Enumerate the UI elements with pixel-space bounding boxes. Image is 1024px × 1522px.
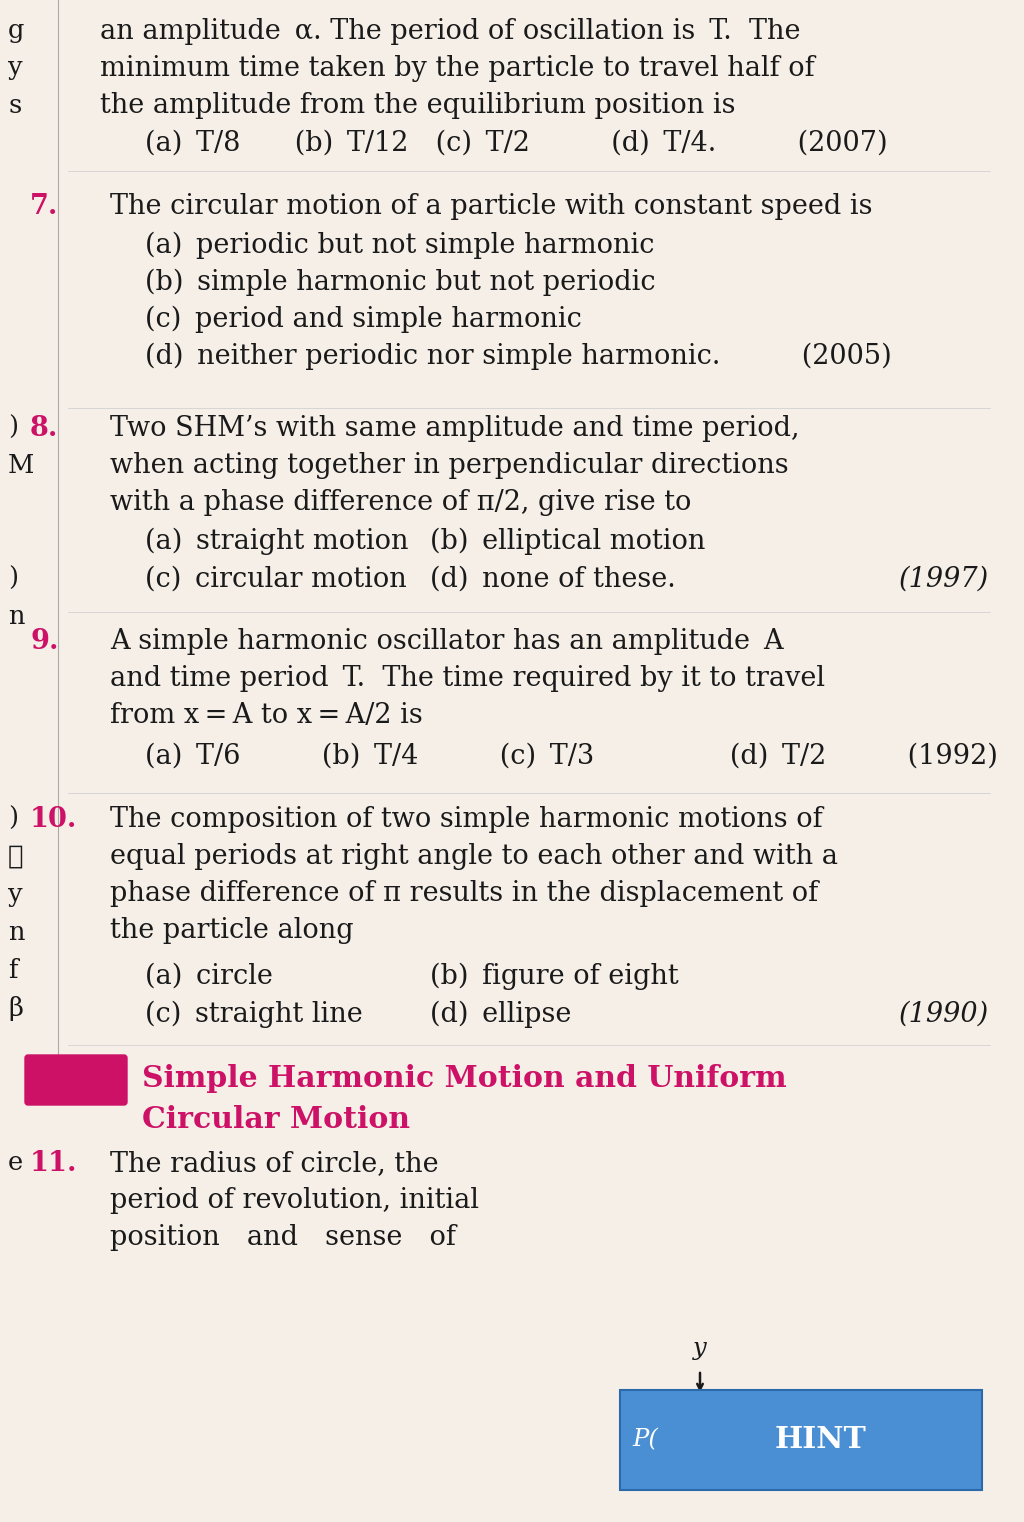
Text: (c) period and simple harmonic: (c) period and simple harmonic xyxy=(145,306,582,333)
Text: the particle along: the particle along xyxy=(110,916,353,944)
Text: Simple Harmonic Motion and Uniform: Simple Harmonic Motion and Uniform xyxy=(142,1064,786,1093)
Text: ): ) xyxy=(8,416,18,440)
Text: (1990): (1990) xyxy=(899,1001,989,1027)
Text: y: y xyxy=(8,883,23,907)
Text: equal periods at right angle to each other and with a: equal periods at right angle to each oth… xyxy=(110,843,838,871)
Text: 8.: 8. xyxy=(30,416,58,441)
Text: phase difference of π results in the displacement of: phase difference of π results in the dis… xyxy=(110,880,818,907)
Text: The circular motion of a particle with constant speed is: The circular motion of a particle with c… xyxy=(110,193,872,221)
Text: Two SHM’s with same amplitude and time period,: Two SHM’s with same amplitude and time p… xyxy=(110,416,800,441)
Text: an amplitude  α. The period of oscillation is  T.  The: an amplitude α. The period of oscillatio… xyxy=(100,18,801,46)
Text: (b) figure of eight: (b) figure of eight xyxy=(430,963,679,991)
Text: (c) straight line: (c) straight line xyxy=(145,1001,362,1029)
Text: P(: P( xyxy=(632,1429,657,1452)
Text: and time period  T.  The time required by it to travel: and time period T. The time required by … xyxy=(110,665,825,693)
Text: (c) circular motion: (c) circular motion xyxy=(145,566,407,594)
Text: position and sense of: position and sense of xyxy=(110,1224,456,1251)
Text: (d) ellipse: (d) ellipse xyxy=(430,1001,571,1029)
Text: e: e xyxy=(8,1151,24,1175)
Text: The radius of circle, the: The radius of circle, the xyxy=(110,1151,438,1177)
Text: (a) straight motion: (a) straight motion xyxy=(145,528,409,556)
Text: (b) elliptical motion: (b) elliptical motion xyxy=(430,528,706,556)
Text: the amplitude from the equilibrium position is: the amplitude from the equilibrium posit… xyxy=(100,91,735,119)
Text: n: n xyxy=(8,919,25,945)
Text: 11.: 11. xyxy=(30,1151,78,1177)
Text: (d) neither periodic nor simple harmonic.   (2005): (d) neither periodic nor simple harmonic… xyxy=(145,342,892,370)
Text: HINT: HINT xyxy=(775,1426,867,1455)
Text: minimum time taken by the particle to travel half of: minimum time taken by the particle to tr… xyxy=(100,55,815,82)
Text: with a phase difference of π/2, give rise to: with a phase difference of π/2, give ris… xyxy=(110,489,691,516)
Text: when acting together in perpendicular directions: when acting together in perpendicular di… xyxy=(110,452,788,479)
Text: ): ) xyxy=(8,807,18,831)
Text: A simple harmonic oscillator has an amplitude  A: A simple harmonic oscillator has an ampl… xyxy=(110,629,783,654)
Text: ℓ: ℓ xyxy=(8,845,24,869)
Text: n: n xyxy=(8,604,25,629)
Text: ): ) xyxy=(8,566,18,591)
Text: y: y xyxy=(8,55,23,81)
Text: y: y xyxy=(693,1336,707,1361)
Text: (1997): (1997) xyxy=(899,566,989,594)
Text: 7.: 7. xyxy=(30,193,58,221)
Text: (a) circle: (a) circle xyxy=(145,963,272,989)
Text: 10.: 10. xyxy=(30,807,78,833)
Text: 9.: 9. xyxy=(30,629,58,654)
Text: from x = A to x = A/2 is: from x = A to x = A/2 is xyxy=(110,702,423,729)
Text: (a) T/8  (b) T/12  (c) T/2   (d) T/4.   (2007): (a) T/8 (b) T/12 (c) T/2 (d) T/4. (2007) xyxy=(145,129,888,157)
Text: β: β xyxy=(8,995,23,1021)
FancyBboxPatch shape xyxy=(25,1055,127,1105)
Text: (a) T/6   (b) T/4   (c) T/3     (d) T/2   (1992): (a) T/6 (b) T/4 (c) T/3 (d) T/2 (1992) xyxy=(145,743,997,770)
Text: (d) none of these.: (d) none of these. xyxy=(430,566,676,594)
Text: f: f xyxy=(8,957,17,983)
Text: g: g xyxy=(8,18,25,43)
Text: 14.4: 14.4 xyxy=(41,1067,111,1093)
Text: s: s xyxy=(8,93,22,119)
Text: M: M xyxy=(8,454,34,478)
Text: Circular Motion: Circular Motion xyxy=(142,1105,410,1134)
FancyBboxPatch shape xyxy=(620,1390,982,1490)
Text: (a) periodic but not simple harmonic: (a) periodic but not simple harmonic xyxy=(145,231,654,259)
Text: period of revolution, initial: period of revolution, initial xyxy=(110,1187,479,1215)
Text: (b) simple harmonic but not periodic: (b) simple harmonic but not periodic xyxy=(145,269,655,297)
Text: The composition of two simple harmonic motions of: The composition of two simple harmonic m… xyxy=(110,807,822,833)
